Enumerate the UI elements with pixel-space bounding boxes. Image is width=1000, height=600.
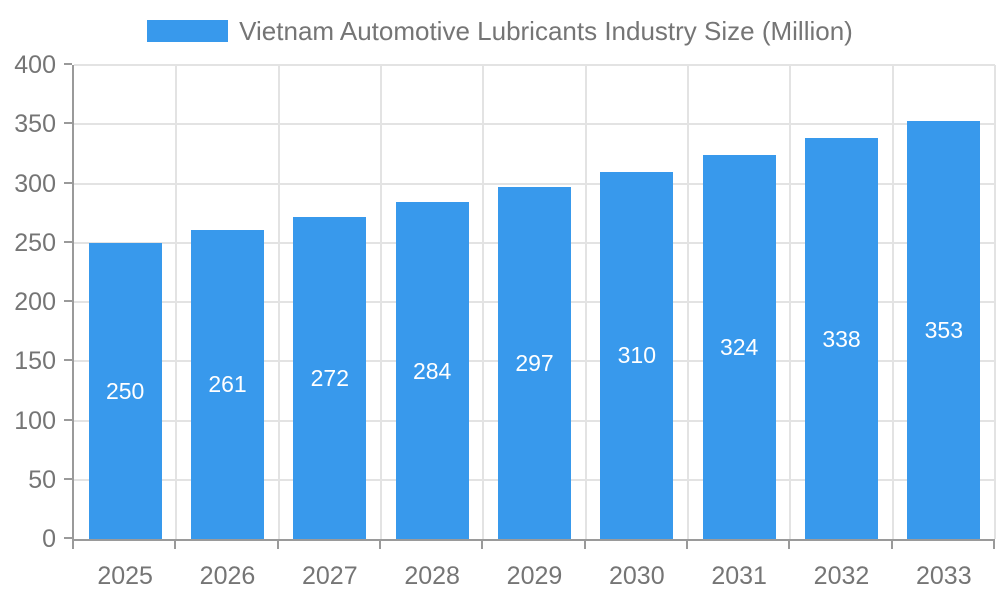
x-axis-tick [276,539,279,549]
bar[interactable] [805,138,878,539]
x-gridline [687,65,689,539]
legend-swatch-icon [147,20,229,42]
y-axis-tick [64,537,72,539]
x-axis-tick [174,539,177,549]
x-tick-label: 2026 [199,562,256,590]
bar[interactable] [702,155,776,539]
x-gridline [277,65,280,539]
x-axis-tick [686,539,688,549]
chart-legend[interactable]: Vietnam Automotive Lubricants Industry S… [0,16,1000,46]
y-tick-label: 200 [14,288,56,316]
x-gridline [789,65,792,539]
x-axis-tick [379,539,381,549]
x-axis-line [72,539,995,541]
y-tick-label: 0 [42,525,56,553]
bar[interactable] [293,216,367,539]
plot-area: 250 261 272 284 297 310 324 338 353 [74,64,996,539]
y-axis-tick [64,300,72,302]
x-axis-tick [583,539,586,549]
y-axis-tick [64,181,72,184]
y-axis-tick [64,477,72,480]
y-gridline [74,123,995,126]
x-tick-label: 2027 [302,562,358,590]
y-axis-tick [64,240,72,243]
bar[interactable] [907,120,981,539]
y-tick-label: 100 [14,406,56,435]
bar[interactable] [395,202,469,539]
x-gridline [584,65,587,539]
x-axis-tick [788,539,791,549]
x-axis-tick [890,539,893,549]
y-axis-tick [64,359,72,362]
y-tick-label: 150 [14,347,56,376]
x-tick-label: 2030 [609,562,665,590]
x-gridline [891,65,894,539]
y-axis-tick [64,63,72,65]
x-tick-label: 2031 [711,562,767,590]
y-tick-label: 350 [14,110,56,139]
x-axis-tick [481,539,484,549]
y-tick-label: 50 [28,465,56,494]
bar[interactable] [498,187,571,539]
x-axis-tick [72,539,74,549]
bar[interactable] [88,242,162,539]
y-gridline [74,182,995,185]
x-gridline [482,65,485,539]
x-tick-label: 2025 [97,562,153,590]
y-axis-tick [64,418,72,421]
x-gridline [994,65,996,539]
y-tick-label: 300 [14,169,56,198]
bar[interactable] [600,171,674,539]
y-axis-tick [64,122,72,125]
x-tick-label: 2033 [916,562,972,590]
y-tick-label: 250 [14,228,56,257]
x-tick-label: 2029 [506,562,563,590]
y-tick-label: 400 [14,51,56,79]
x-axis-tick [993,539,995,549]
y-axis-line [72,65,74,539]
x-tick-label: 2028 [404,562,460,590]
legend-label: Vietnam Automotive Lubricants Industry S… [239,16,853,46]
bar[interactable] [191,229,264,539]
x-tick-label: 2032 [813,562,870,590]
x-gridline [380,65,382,539]
y-gridline [74,64,995,66]
x-gridline [175,65,178,539]
